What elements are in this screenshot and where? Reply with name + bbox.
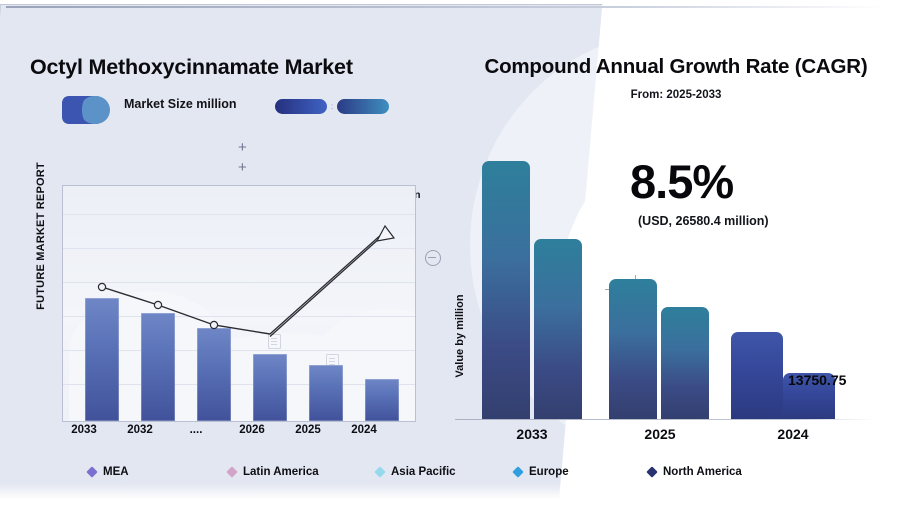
bottom-fade [0, 484, 900, 506]
left-bar-2033 [85, 298, 119, 421]
legend-marker-icon [374, 466, 386, 478]
left-chart-y-axis-label: FUTURE MARKET REPORT [35, 162, 47, 310]
minus-circle-icon [425, 250, 441, 266]
cagr-value: 8.5% [630, 155, 734, 208]
legend-label: Asia Pacific [391, 466, 456, 478]
legend-label: MEA [103, 466, 129, 478]
left-bar-2032 [141, 313, 175, 421]
right-chart-y-axis-label: Value by million [454, 294, 466, 378]
left-bar-2025 [309, 365, 343, 421]
right-chart-axis-line [455, 419, 875, 420]
left-chart-trend-line [97, 224, 396, 337]
right-bar-2033-primary [482, 161, 530, 419]
left-x-label-2: .... [189, 424, 203, 436]
left-x-label-0: 2033 [71, 424, 97, 436]
right-panel-title: Compound Annual Growth Rate (CAGR) [484, 55, 868, 78]
left-x-label-3: 2026 [239, 424, 265, 436]
left-bar-2026 [253, 354, 287, 421]
right-bar-2025-primary [609, 279, 657, 419]
pill-badge-secondary [337, 99, 390, 114]
legend-item-latin-america[interactable]: Latin America [226, 466, 319, 478]
left-x-label-1: 2032 [127, 424, 153, 436]
right-bar-2025-secondary [661, 307, 709, 419]
left-x-label-5: 2024 [351, 424, 377, 436]
left-panel-legend-caption: Market Size million [124, 97, 237, 111]
pill-badge-primary [275, 99, 327, 114]
plus-icon-1: + [238, 139, 247, 156]
legend-marker-icon [86, 466, 98, 478]
left-chart-plot-area [62, 185, 416, 422]
top-frame-line [6, 6, 886, 8]
right-x-label-1: 2025 [644, 426, 676, 442]
left-x-label-4: 2025 [295, 424, 321, 436]
legend-label: Latin America [243, 466, 319, 478]
legend-marker-icon [512, 466, 524, 478]
decorative-doc-icon-1 [268, 334, 281, 349]
legend-label: North America [663, 466, 742, 478]
hexagon-circle-logo-icon [62, 96, 110, 124]
left-panel-title: Octyl Methoxycinnamate Market [30, 55, 353, 79]
left-bar-2024 [365, 379, 399, 421]
right-bar-2024-primary [731, 332, 783, 419]
legend-label: Europe [529, 466, 569, 478]
right-chart-value-label: 13750.75 [788, 372, 847, 388]
right-bar-2033-secondary [534, 239, 582, 419]
legend-item-asia-pacific[interactable]: Asia Pacific [374, 466, 456, 478]
legend-marker-icon [226, 466, 238, 478]
right-bar-2024-secondary [783, 373, 835, 419]
pill-separator: : [331, 102, 334, 111]
plus-icon-2: + [238, 159, 247, 176]
right-panel-subtitle: From: 2025-2033 [630, 89, 722, 101]
legend-item-north-america[interactable]: North America [646, 466, 742, 478]
cagr-note: (USD, 26580.4 million) [638, 214, 769, 228]
chart-legend: MEA Latin America Asia Pacific Europe No… [86, 466, 788, 484]
right-x-label-2: 2024 [777, 426, 809, 442]
legend-item-mea[interactable]: MEA [86, 466, 129, 478]
pill-badge-group: : [275, 99, 390, 114]
left-bar-mid [197, 328, 231, 421]
legend-marker-icon [646, 466, 658, 478]
right-x-label-0: 2033 [516, 426, 548, 442]
legend-item-europe[interactable]: Europe [512, 466, 569, 478]
